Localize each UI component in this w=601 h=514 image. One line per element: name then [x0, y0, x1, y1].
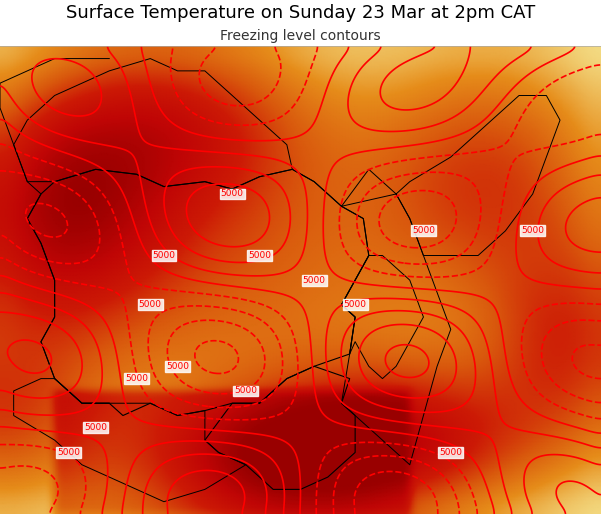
Text: 5000: 5000 [166, 362, 189, 371]
Text: Surface Temperature on Sunday 23 Mar at 2pm CAT: Surface Temperature on Sunday 23 Mar at … [66, 4, 535, 22]
Text: 5000: 5000 [303, 276, 326, 285]
Text: 5000: 5000 [153, 251, 175, 260]
Text: 5000: 5000 [57, 448, 80, 457]
Text: 5000: 5000 [84, 424, 107, 432]
Text: 5000: 5000 [521, 226, 544, 235]
Text: 5000: 5000 [412, 226, 435, 235]
Text: 5000: 5000 [248, 251, 271, 260]
Text: 5000: 5000 [439, 448, 462, 457]
Text: 5000: 5000 [344, 300, 367, 309]
Text: 5000: 5000 [125, 374, 148, 383]
Text: 5000: 5000 [221, 190, 243, 198]
Text: 5000: 5000 [139, 300, 162, 309]
Text: 5000: 5000 [234, 387, 257, 395]
Text: Freezing level contours: Freezing level contours [220, 29, 381, 43]
